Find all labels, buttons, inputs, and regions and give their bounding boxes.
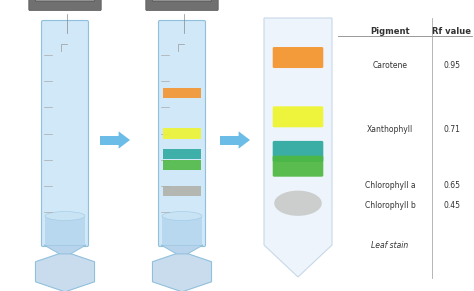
Text: Xanthophyll: Xanthophyll [367,125,413,134]
FancyBboxPatch shape [152,0,212,2]
Polygon shape [118,131,130,149]
FancyBboxPatch shape [36,0,95,2]
FancyBboxPatch shape [273,141,323,162]
Polygon shape [264,18,332,277]
Ellipse shape [45,212,85,221]
Polygon shape [44,245,86,254]
Text: 0.71: 0.71 [444,125,460,134]
Ellipse shape [162,212,202,221]
Polygon shape [36,252,94,291]
FancyBboxPatch shape [29,0,101,10]
Text: 0.65: 0.65 [444,180,461,189]
Text: Chlorophyll a: Chlorophyll a [365,180,415,189]
FancyBboxPatch shape [273,106,323,127]
FancyBboxPatch shape [146,0,218,10]
Text: 0.45: 0.45 [444,200,461,210]
Text: 0.95: 0.95 [444,61,461,70]
FancyBboxPatch shape [273,47,323,68]
Bar [163,160,201,170]
Text: Carotene: Carotene [373,61,408,70]
Polygon shape [238,131,250,149]
Text: Rf value: Rf value [432,28,472,36]
FancyBboxPatch shape [42,20,89,246]
Polygon shape [161,245,203,254]
Bar [162,216,202,245]
FancyBboxPatch shape [273,156,323,177]
Bar [100,136,118,145]
Text: Pigment: Pigment [370,28,410,36]
Text: Chlorophyll b: Chlorophyll b [365,200,415,210]
Bar [163,148,201,159]
Bar [163,129,201,139]
Polygon shape [153,252,211,291]
Bar [220,136,238,145]
Bar [45,216,85,245]
Bar [163,88,201,98]
Ellipse shape [274,191,322,216]
Bar [163,187,201,196]
FancyBboxPatch shape [158,20,206,246]
Text: Leaf stain: Leaf stain [371,240,409,249]
